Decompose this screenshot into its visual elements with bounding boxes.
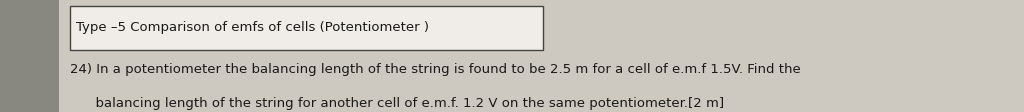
Text: 24) In a potentiometer the balancing length of the string is found to be 2.5 m f: 24) In a potentiometer the balancing len…	[70, 63, 801, 76]
Bar	[0, 0, 59, 112]
Text: balancing length of the string for another cell of e.m.f. 1.2 V on the same pote: balancing length of the string for anoth…	[70, 97, 724, 110]
Text: Type –5 Comparison of emfs of cells (Potentiometer ): Type –5 Comparison of emfs of cells (Pot…	[76, 21, 429, 34]
FancyBboxPatch shape	[70, 6, 543, 50]
